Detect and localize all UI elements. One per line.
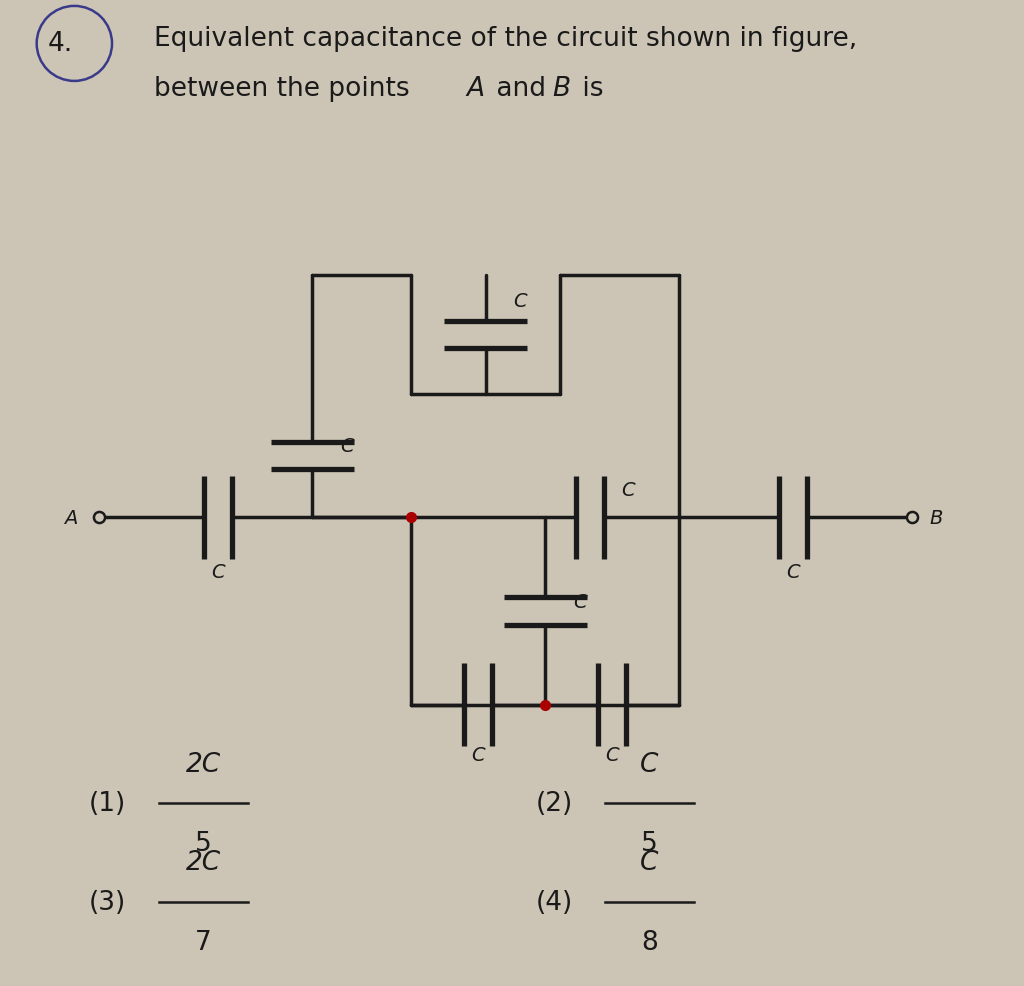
Text: C: C [513,291,527,311]
Text: 2C: 2C [185,751,221,777]
Text: and: and [487,76,554,102]
Text: B: B [930,508,943,528]
Text: (4): (4) [536,889,572,915]
Text: (3): (3) [89,889,127,915]
Text: C: C [640,850,658,876]
Text: is: is [574,76,603,102]
Text: A: A [466,76,484,102]
Text: 5: 5 [641,830,657,856]
Text: C: C [786,562,800,582]
Text: 2C: 2C [185,850,221,876]
Text: C: C [605,744,618,764]
Text: 4.: 4. [47,32,73,57]
Text: Equivalent capacitance of the circuit shown in figure,: Equivalent capacitance of the circuit sh… [154,27,857,52]
Text: A: A [63,508,78,528]
Text: C: C [211,562,225,582]
Text: (2): (2) [536,791,572,816]
Text: C: C [622,480,635,500]
Text: 7: 7 [195,929,212,954]
Text: (1): (1) [89,791,127,816]
Text: C: C [640,751,658,777]
Text: C: C [471,744,485,764]
Text: C: C [573,592,587,611]
Text: 8: 8 [641,929,657,954]
Text: between the points: between the points [154,76,418,102]
Text: C: C [340,437,353,456]
Text: 5: 5 [195,830,212,856]
Text: B: B [552,76,570,102]
